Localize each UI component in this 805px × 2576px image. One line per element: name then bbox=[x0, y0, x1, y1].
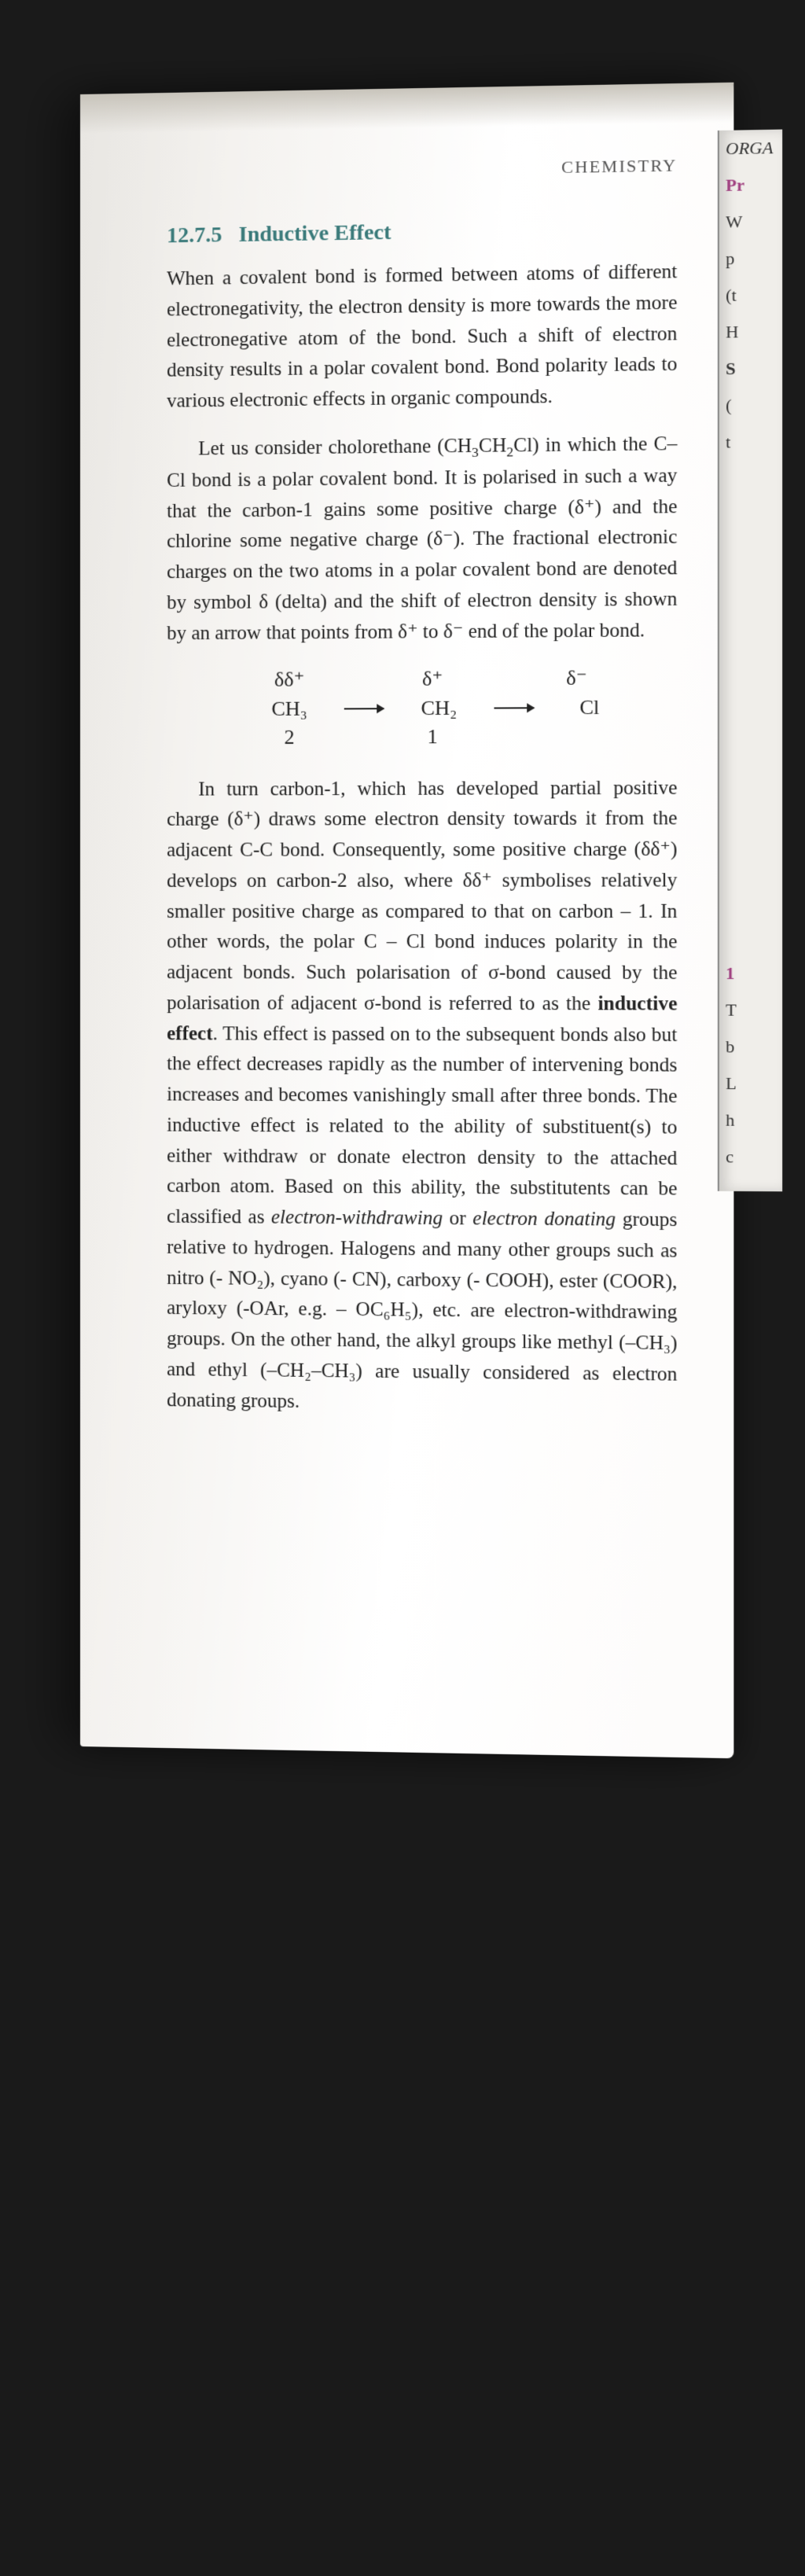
section-title: Inductive Effect bbox=[239, 220, 391, 247]
num-col-2: 1 bbox=[380, 723, 484, 752]
adjacent-page-strip: ORGA Pr W p (t H S ( t 1 T b L h c bbox=[718, 130, 782, 1192]
strip-text: H bbox=[726, 321, 776, 342]
arrow-icon bbox=[344, 708, 384, 709]
strip-text: h bbox=[726, 1110, 776, 1131]
p3-part-b: . This effect is passed on to the subseq… bbox=[167, 1023, 677, 1228]
charge-col-2: δ⁺ bbox=[380, 664, 484, 694]
p2-sub1: 3 bbox=[472, 443, 479, 459]
section-heading: 12.7.5 Inductive Effect bbox=[167, 215, 677, 248]
p2-mid1: CH bbox=[479, 435, 506, 457]
arrow-icon bbox=[494, 707, 534, 708]
strip-text: ORGA bbox=[726, 138, 776, 159]
group-col-1: CH₃ bbox=[238, 694, 341, 723]
p2-lead: Let us consider cholorethane (CH bbox=[198, 435, 472, 459]
diagram-row-groups: CH₃ CH₂ Cl bbox=[238, 693, 678, 723]
strip-text: t bbox=[726, 432, 776, 453]
section-number: 12.7.5 bbox=[167, 223, 222, 248]
strip-text: b bbox=[726, 1036, 776, 1058]
p2-tail: Cl) in which the C–Cl bond is a polar co… bbox=[167, 433, 677, 644]
num-col-1: 2 bbox=[238, 723, 341, 753]
group-col-3: Cl bbox=[537, 693, 641, 722]
p3-part-c: or bbox=[443, 1208, 472, 1229]
diagram-row-charges: δδ⁺ δ⁺ δ⁻ bbox=[238, 664, 678, 695]
paragraph-3: In turn carbon-1, which has developed pa… bbox=[167, 773, 677, 1422]
strip-text: c bbox=[726, 1146, 776, 1168]
p2-sub2: 2 bbox=[506, 443, 513, 459]
paragraph-1: When a covalent bond is formed between a… bbox=[167, 257, 677, 418]
strip-text: ( bbox=[726, 395, 776, 416]
p3-italic-2: electron donating bbox=[472, 1208, 616, 1230]
strip-text: 1 bbox=[726, 963, 776, 984]
charge-col-3: δ⁻ bbox=[524, 664, 629, 693]
paragraph-2: Let us consider cholorethane (CH3CH2Cl) … bbox=[167, 429, 677, 650]
textbook-page: CHEMISTRY 12.7.5 Inductive Effect When a… bbox=[80, 83, 733, 1759]
num-col-3 bbox=[524, 737, 629, 738]
strip-text: Pr bbox=[726, 175, 776, 196]
running-header: CHEMISTRY bbox=[167, 155, 677, 184]
group-col-2: CH₂ bbox=[387, 694, 491, 723]
p3-part-d: groups relative to hydrogen. Halogens an… bbox=[167, 1209, 677, 1411]
strip-text: p bbox=[726, 248, 776, 269]
strip-text: W bbox=[726, 211, 776, 232]
inductive-diagram: δδ⁺ δ⁺ δ⁻ CH₃ CH₂ Cl 2 1 bbox=[238, 664, 678, 753]
page-shadow-top bbox=[80, 83, 733, 134]
charge-col-1: δδ⁺ bbox=[238, 666, 341, 695]
diagram-row-numbers: 2 1 bbox=[238, 722, 678, 753]
p3-part-a: In turn carbon-1, which has developed pa… bbox=[167, 777, 677, 1014]
strip-text: (t bbox=[726, 285, 776, 306]
p3-italic-1: electron-withdrawing bbox=[271, 1207, 443, 1230]
strip-text: S bbox=[726, 358, 776, 379]
strip-text: L bbox=[726, 1073, 776, 1095]
strip-text: T bbox=[726, 999, 776, 1021]
